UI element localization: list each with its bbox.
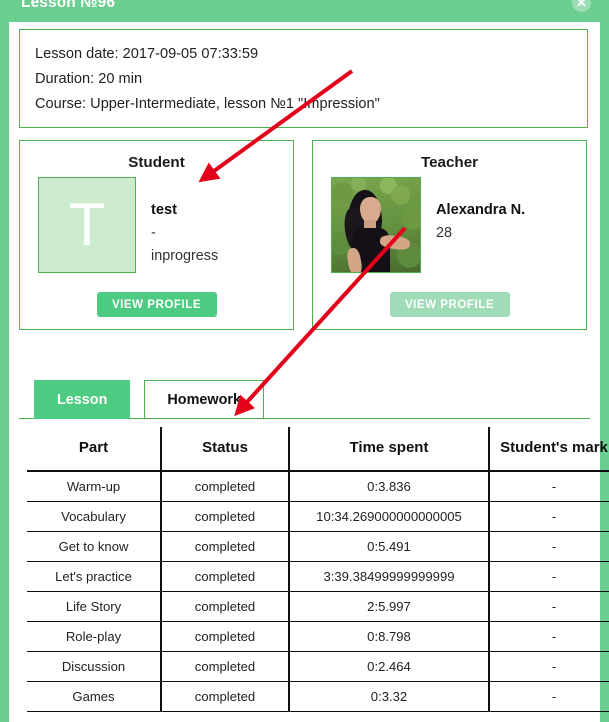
cell-time-spent: 0:5.491 (288, 531, 489, 562)
cell-student-mark: - (488, 591, 609, 622)
lesson-duration-text: Duration: 20 min (35, 71, 143, 87)
lesson-parts-table: Part Status Time spent Student's mark Wa… (27, 427, 609, 712)
cell-time-spent: 0:3.836 (288, 471, 489, 502)
teacher-heading: Teacher (420, 154, 479, 171)
modal-title: Lesson №96 (21, 0, 116, 11)
cell-student-mark: - (488, 681, 609, 712)
cell-status: completed (160, 471, 289, 502)
cell-student-mark: - (488, 561, 609, 592)
table-header-row: Part Status Time spent Student's mark (27, 427, 609, 472)
cell-status: completed (160, 561, 289, 592)
column-header-time: Time spent (288, 427, 489, 472)
table-row: Let's practice completed 3:39.384999999999… (27, 561, 609, 592)
tab-lesson[interactable]: Lesson (34, 380, 131, 419)
table-row: Warm-up completed 0:3.836- (27, 471, 609, 502)
cell-time-spent: 0:2.464 (288, 651, 489, 682)
cell-time-spent: 2:5.997 (288, 591, 489, 622)
lesson-info-box: Lesson date: 2017-09-05 07:33:59 Duratio… (19, 29, 588, 128)
column-header-status: Status (160, 427, 289, 472)
teacher-meta: Alexandra N. 28 (436, 177, 525, 245)
modal-header: Lesson №96 ✕ (9, 0, 600, 22)
cell-part: Games (27, 681, 161, 712)
student-row: T test - inprogress (20, 177, 293, 273)
cell-student-mark: - (488, 621, 609, 652)
cell-time-spent: 10:34.269000000000005 (288, 501, 489, 532)
column-header-mark: Student's mark (488, 427, 609, 472)
tabs-divider (19, 418, 590, 419)
table-head: Part Status Time spent Student's mark (27, 427, 609, 472)
cell-status: completed (160, 681, 289, 712)
cell-part: Discussion (27, 651, 161, 682)
column-header-part: Part (27, 427, 161, 472)
cell-status: completed (160, 591, 289, 622)
student-meta: test - inprogress (151, 177, 218, 268)
teacher-detail-1: 28 (436, 225, 453, 241)
student-view-profile-button[interactable]: VIEW PROFILE (96, 292, 217, 317)
tab-bar: Lesson Homework (34, 380, 264, 419)
teacher-card: Teacher Alexandra N. 28 VIEW PROFILE (312, 140, 587, 330)
teacher-photo (331, 177, 421, 273)
lesson-date-text: Lesson date: 2017-09-05 07:33:59 (35, 46, 259, 62)
cell-part: Warm-up (27, 471, 161, 502)
cell-part: Vocabulary (27, 501, 161, 532)
student-status: inprogress (151, 248, 219, 264)
table-body: Warm-up completed 0:3.836- Vocabulary comple… (27, 471, 609, 712)
cell-part: Get to know (27, 531, 161, 562)
student-avatar: T (38, 177, 136, 273)
cell-part: Life Story (27, 591, 161, 622)
close-icon[interactable]: ✕ (572, 0, 591, 12)
student-name: test (151, 202, 177, 218)
student-card: Student T test - inprogress VIEW PROFILE (19, 140, 294, 330)
cell-time-spent: 0:3.32 (288, 681, 489, 712)
table-row: Discussion completed 0:2.464- (27, 651, 609, 682)
tab-homework[interactable]: Homework (144, 380, 264, 419)
cell-status: completed (160, 531, 289, 562)
student-detail-1: - (151, 225, 156, 241)
cell-status: completed (160, 621, 289, 652)
cell-student-mark: - (488, 501, 609, 532)
cell-time-spent: 0:8.798 (288, 621, 489, 652)
cell-time-spent: 3:39.38499999999999 (288, 561, 489, 592)
cell-part: Role-play (27, 621, 161, 652)
teacher-row: Alexandra N. 28 (313, 177, 586, 273)
lesson-course-text: Course: Upper-Intermediate, lesson №1 "I… (35, 96, 380, 112)
cell-status: completed (160, 651, 289, 682)
cell-student-mark: - (488, 471, 609, 502)
modal-body: Lesson date: 2017-09-05 07:33:59 Duratio… (9, 22, 609, 712)
table-row: Role-play completed 0:8.798- (27, 621, 609, 652)
cell-student-mark: - (488, 531, 609, 562)
table-row: Get to know completed 0:5.491- (27, 531, 609, 562)
photo-face-shape (360, 197, 381, 224)
student-heading: Student (128, 154, 185, 171)
table-row: Games completed 0:3.32- (27, 681, 609, 712)
cell-part: Let's practice (27, 561, 161, 592)
cell-student-mark: - (488, 651, 609, 682)
cell-status: completed (160, 501, 289, 532)
teacher-view-profile-button[interactable]: VIEW PROFILE (389, 292, 510, 317)
avatar-initial: T (68, 191, 106, 258)
teacher-name: Alexandra N. (436, 202, 526, 218)
table-row: Vocabulary completed 10:34.269000000000005… (27, 501, 609, 532)
table-row: Life Story completed 2:5.997- (27, 591, 609, 622)
